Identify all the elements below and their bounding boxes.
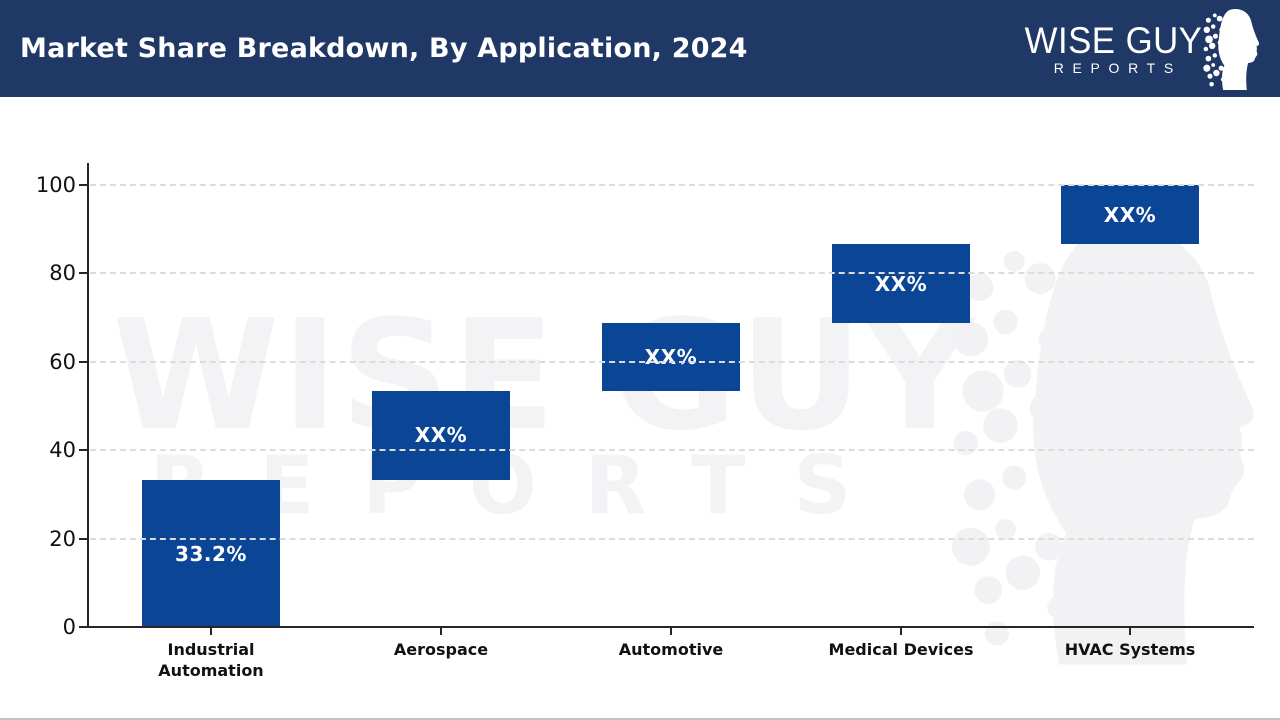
- y-tick-100: [79, 184, 88, 186]
- x-axis-label-automotive: Automotive: [618, 640, 724, 659]
- gridline-20: [90, 537, 1254, 540]
- x-axis-label-aerospace: Aerospace: [393, 640, 489, 659]
- y-tick-label-80: 80: [49, 261, 76, 286]
- x-axis-label-industrial-automation: Industrial Automation: [158, 640, 264, 680]
- y-tick-40: [79, 449, 88, 452]
- y-tick-label-100: 100: [35, 173, 76, 197]
- y-tick-label-60: 60: [49, 349, 76, 374]
- x-axis-line: [87, 626, 1254, 628]
- logo-text: WISE GUY REPORTS: [1019, 19, 1208, 76]
- y-tick-60: [79, 360, 88, 363]
- bar-medical-devices: XX%: [832, 244, 970, 323]
- gridline-40: [90, 449, 1254, 452]
- bar-value-label-hvac-systems: XX%: [1103, 202, 1157, 227]
- page-title: Market Share Breakdown, By Application, …: [20, 33, 748, 64]
- bar-value-label-industrial-automation: 33.2%: [175, 541, 247, 566]
- bar-aerospace: XX%: [372, 390, 510, 481]
- logo-subtitle: REPORTS: [1053, 59, 1182, 76]
- wiseguy-logo: WISE GUY REPORTS: [1019, 7, 1280, 91]
- x-tick-industrial-automation: [210, 628, 212, 635]
- bar-hvac-systems: XX%: [1061, 185, 1199, 245]
- bar-industrial-automation: 33.2%: [142, 480, 280, 627]
- logo-wordmark: WISE GUY: [1024, 19, 1203, 61]
- bottom-border: [0, 718, 1280, 720]
- bar-value-label-aerospace: XX%: [414, 423, 468, 448]
- y-tick-label-0: 0: [62, 615, 76, 639]
- x-tick-medical-devices: [900, 628, 902, 635]
- x-tick-hvac-systems: [1129, 628, 1131, 635]
- bar-automotive: XX%: [602, 322, 740, 391]
- bar-value-label-automotive: XX%: [644, 344, 698, 369]
- y-tick-20: [79, 537, 88, 540]
- x-axis-label-hvac-systems: HVAC Systems: [1064, 640, 1196, 659]
- gridline-80: [90, 272, 1254, 275]
- x-tick-aerospace: [440, 628, 442, 635]
- chart-area: WISE GUY REPORTS 0 20 40 60 80 100 33.2% Indust…: [0, 97, 1280, 718]
- x-axis-label-medical-devices: Medical Devices: [828, 640, 974, 659]
- gridline-100: [90, 184, 1254, 186]
- y-tick-0: [79, 626, 88, 628]
- y-axis-line: [87, 163, 89, 628]
- bar-value-label-medical-devices: XX%: [874, 271, 928, 296]
- x-tick-automotive: [670, 628, 672, 635]
- watermark-wordmark: WISE GUY: [112, 287, 977, 464]
- header-bar: Market Share Breakdown, By Application, …: [0, 0, 1280, 97]
- y-tick-label-20: 20: [49, 526, 76, 551]
- y-tick-label-40: 40: [49, 438, 76, 463]
- y-tick-80: [79, 272, 88, 275]
- gridline-60: [90, 360, 1254, 363]
